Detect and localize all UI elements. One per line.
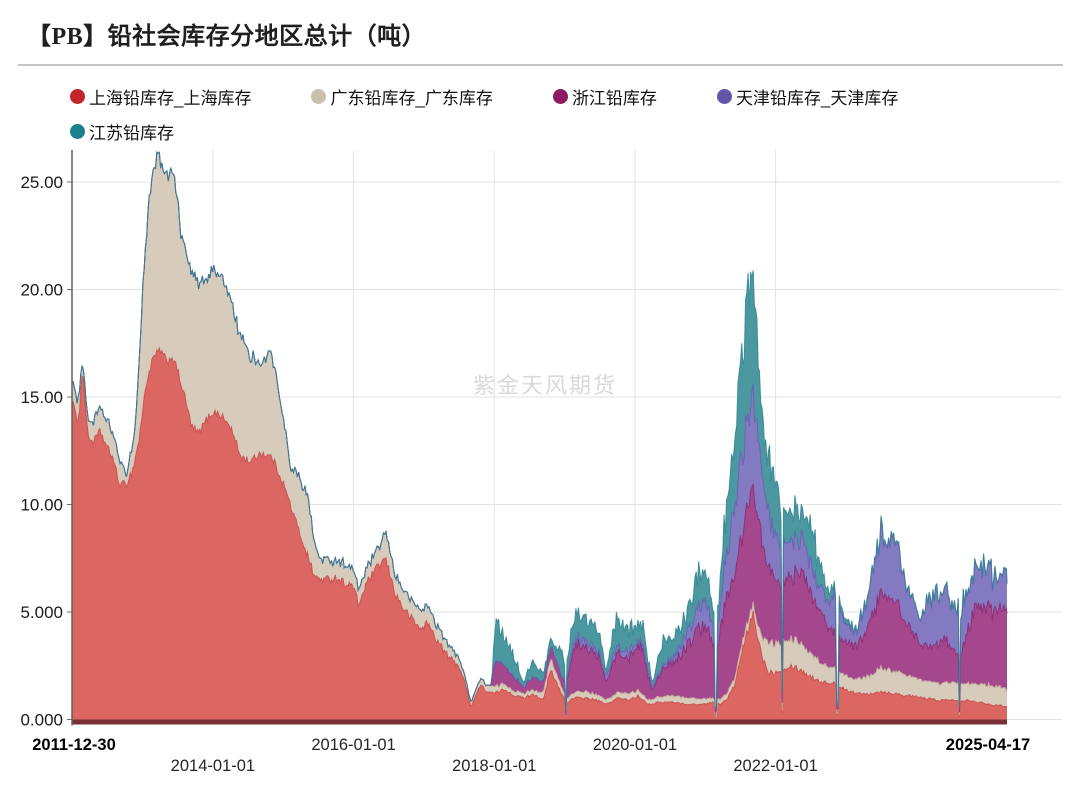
legend-label: 天津铅库存_天津库存 bbox=[735, 89, 899, 108]
x-tick-label: 2022-01-01 bbox=[733, 757, 817, 775]
legend-dot-icon bbox=[311, 89, 327, 104]
legend-dot-icon bbox=[552, 89, 568, 104]
x-tick-label: 2011-12-30 bbox=[32, 736, 116, 754]
x-tick-label: 2018-01-01 bbox=[452, 757, 536, 775]
series-line-jiangsu bbox=[71, 151, 1008, 713]
watermark: 紫金天风期货 bbox=[473, 373, 617, 398]
legend-item-jiangsu[interactable]: 江苏铅库存 bbox=[70, 119, 174, 144]
y-tick-label: 25.00 bbox=[20, 173, 63, 192]
y-tick-label: 10.00 bbox=[20, 496, 63, 515]
legend-dot-icon bbox=[70, 124, 85, 139]
page-title: 【PB】铅社会库存分地区总计（吨） bbox=[27, 24, 427, 50]
legend-label: 广东铅库存_广东库存 bbox=[330, 89, 493, 108]
legend-label: 江苏铅库存 bbox=[89, 124, 174, 143]
legend-item-tianjin[interactable]: 天津铅库存_天津库存 bbox=[716, 84, 899, 109]
x-tick-label: 2025-04-17 bbox=[946, 736, 1030, 754]
legend-dot-icon bbox=[70, 89, 85, 104]
legend-label: 浙江铅库存 bbox=[571, 89, 657, 108]
y-tick-label: 5.000 bbox=[20, 603, 63, 622]
legend-label: 上海铅库存_上海库存 bbox=[89, 89, 252, 108]
x-tick-label: 2016-01-01 bbox=[311, 736, 395, 754]
y-tick-label: 20.00 bbox=[20, 281, 63, 300]
series-line-shanghai bbox=[71, 346, 1008, 719]
title-divider bbox=[18, 64, 1063, 66]
legend-dot-icon bbox=[716, 89, 732, 104]
chart-legend: 上海铅库存_上海库存 广东铅库存_广东库存 浙江铅库存 天津铅库存_天津库存江苏铅库存 bbox=[70, 84, 1000, 144]
legend-item-guangdong[interactable]: 广东铅库存_广东库存 bbox=[311, 84, 493, 109]
y-tick-label: 0.000 bbox=[20, 711, 63, 730]
y-tick-label: 15.00 bbox=[20, 388, 63, 407]
x-tick-label: 2020-01-01 bbox=[593, 736, 677, 754]
x-axis-baseline bbox=[72, 719, 1007, 725]
legend-item-shanghai[interactable]: 上海铅库存_上海库存 bbox=[70, 84, 251, 109]
series-area-shanghai bbox=[72, 347, 1007, 720]
x-tick-label: 2014-01-01 bbox=[171, 757, 255, 775]
legend-item-zhejiang[interactable]: 浙江铅库存 bbox=[552, 84, 657, 109]
